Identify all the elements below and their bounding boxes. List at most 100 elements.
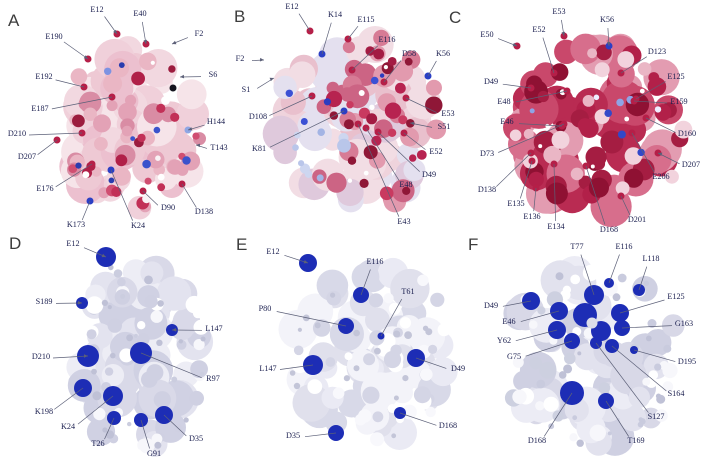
leader-line-D210 xyxy=(28,132,83,136)
residue-label-E46: E46 xyxy=(502,317,515,326)
residue-label-D49: D49 xyxy=(484,77,498,86)
surface-blotch xyxy=(588,177,610,198)
surface-blotch xyxy=(157,300,164,307)
leader-arrowhead xyxy=(410,121,415,126)
surface-blotch xyxy=(153,126,161,134)
leader-line-E136 xyxy=(533,187,537,212)
residue-label-L147: L147 xyxy=(259,364,276,373)
leader-arrowhead xyxy=(269,77,274,82)
residue-label-Y62: Y62 xyxy=(497,336,511,345)
leader-line-E52 xyxy=(403,132,426,150)
leader-line-E53 xyxy=(405,97,437,113)
residue-label-G75: G75 xyxy=(507,352,521,361)
surface-blotch xyxy=(298,160,305,167)
surface-blotch xyxy=(192,132,200,140)
surface-blotch xyxy=(137,133,146,143)
surface-blotch xyxy=(316,174,324,182)
residue-label-S1: S1 xyxy=(242,85,251,94)
residue-label-D35: D35 xyxy=(189,434,203,443)
panel-letter-b: B xyxy=(234,7,246,26)
surface-blotch xyxy=(395,82,406,94)
surface-blotch xyxy=(156,339,163,346)
surface-blotch xyxy=(612,293,621,302)
surface-blotch xyxy=(545,123,550,128)
surface-blotch xyxy=(365,46,375,56)
leader-line-K56 xyxy=(427,60,437,77)
surface-blotch xyxy=(167,159,183,175)
surface-blotch xyxy=(126,334,133,342)
leader-line-D210 xyxy=(52,355,89,359)
surface-blotch xyxy=(120,293,126,299)
surface-blotch xyxy=(154,441,162,449)
residue-label-E52: E52 xyxy=(532,25,545,34)
surface-blotch xyxy=(624,116,630,122)
residue-label-D90: D90 xyxy=(161,203,175,212)
residue-label-K56: K56 xyxy=(436,49,450,58)
residue-label-E135: E135 xyxy=(507,199,524,208)
residue-label-K24: K24 xyxy=(61,422,75,431)
surface-blotch xyxy=(370,76,379,85)
leader-line-E48 xyxy=(515,90,568,103)
surface-blotch xyxy=(662,381,674,393)
surface-blotch xyxy=(347,156,357,165)
surface-blotch xyxy=(107,318,123,333)
leader-line-G91 xyxy=(140,419,150,449)
surface-blotch xyxy=(168,65,176,73)
surface-blotch xyxy=(72,114,85,128)
surface-blotch xyxy=(572,415,578,421)
surface-blotch xyxy=(528,171,544,188)
leader-line-D138 xyxy=(181,183,197,208)
surface-blotch xyxy=(131,183,140,191)
surface-blotch xyxy=(570,274,581,285)
surface-blotch xyxy=(637,62,652,76)
leader-arrowhead xyxy=(561,31,565,36)
surface-blotch xyxy=(150,60,155,65)
surface-blotch xyxy=(130,136,136,142)
leader-line-L147 xyxy=(279,364,314,370)
surface-blotch xyxy=(379,73,385,78)
surface-blotch xyxy=(577,351,582,356)
surface-blotch xyxy=(285,89,293,98)
leader-line-D35 xyxy=(304,432,337,438)
surface-blotch xyxy=(425,328,433,336)
leader-line-D160 xyxy=(645,117,676,133)
surface-blotch xyxy=(393,330,401,338)
panel-e-labels: E12 E116 T61 P80 L147 D49 D168 D35 xyxy=(259,247,465,440)
surface-blotch xyxy=(393,395,399,401)
surface-blotch xyxy=(617,273,627,283)
leader-line-E187 xyxy=(51,96,113,110)
panel-letter-c: C xyxy=(449,8,462,27)
residue-label-D168: D168 xyxy=(600,225,618,234)
surface-blotch xyxy=(75,162,82,169)
surface-blotch xyxy=(425,406,436,418)
residue-label-D210: D210 xyxy=(32,352,50,361)
panel-letter-e: E xyxy=(236,235,248,254)
panel-letter-f: F xyxy=(468,235,479,254)
surface-blotch xyxy=(535,401,545,411)
leader-line-Y62 xyxy=(515,329,558,342)
leader-arrowhead xyxy=(84,354,88,358)
surface-blotch xyxy=(417,274,429,286)
residue-label-K14: K14 xyxy=(328,10,342,19)
surface-blotch xyxy=(384,102,402,119)
residue-label-D58: D58 xyxy=(402,49,416,58)
residue-label-S127: S127 xyxy=(648,412,665,421)
surface-blotch xyxy=(365,307,390,333)
leader-line-D123 xyxy=(620,56,647,74)
leader-line-D195 xyxy=(633,349,676,362)
residue-label-K56: K56 xyxy=(600,15,614,24)
leader-arrowhead xyxy=(606,41,611,46)
surface-blotch xyxy=(536,379,546,389)
panel-f-labels: T77 E116 L118 D49 E125 E46 G163 Y62 G75 D195 S164 S… xyxy=(484,242,696,445)
leader-arrowhead xyxy=(172,40,177,45)
surface-blotch xyxy=(105,430,115,439)
residue-label-S164: S164 xyxy=(668,389,685,398)
leader-arrowhead xyxy=(172,328,177,332)
surface-blotch xyxy=(343,119,354,130)
surface-blotch xyxy=(289,370,296,376)
leader-line-E115 xyxy=(347,25,359,40)
leader-line-E12 xyxy=(284,254,309,264)
leader-line-D138 xyxy=(496,152,532,187)
